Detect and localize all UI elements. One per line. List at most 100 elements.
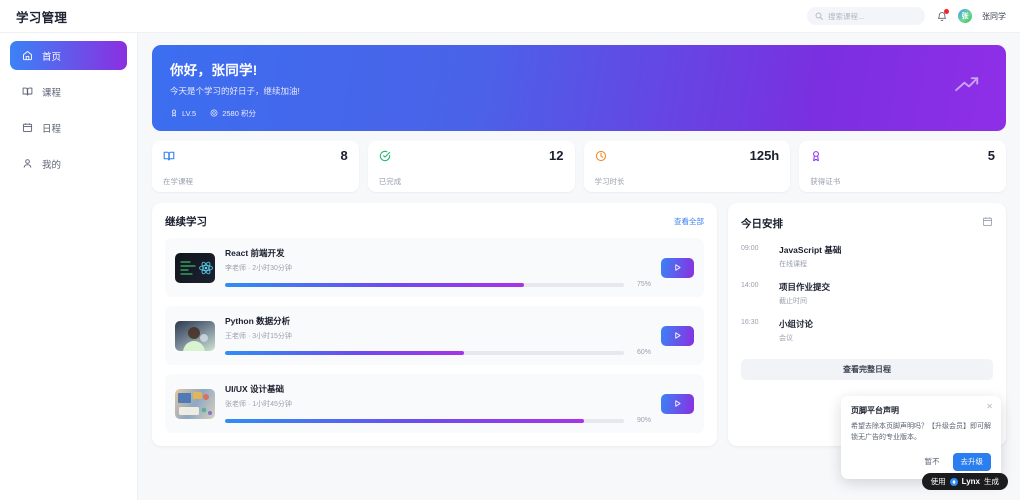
play-button[interactable] xyxy=(661,257,694,278)
content-columns: 继续学习 查看全部 xyxy=(152,203,1006,446)
play-icon xyxy=(673,395,682,413)
section-title: 继续学习 xyxy=(165,216,207,228)
progress-bar-track xyxy=(225,418,624,423)
welcome-subtitle: 今天是个学习的好日子，继续加油! xyxy=(170,86,300,96)
stat-card-completed: 12 已完成 xyxy=(367,141,575,192)
schedule-subtitle: 在线课程 xyxy=(779,261,807,268)
course-progress: 90% xyxy=(225,417,651,424)
code-editor-thumb xyxy=(175,252,215,283)
bell-icon xyxy=(937,11,946,21)
sidebar-item-schedule[interactable]: 日程 xyxy=(10,113,127,142)
course-name: UI/UX 设计基础 xyxy=(225,384,285,394)
footer-notice-popup: 页脚平台声明 ✕ 希望去除本页脚声明吗？【升级会员】即可解锁无广告的专业版本。 … xyxy=(841,396,1001,479)
course-meta: 王老师 · 3小时15分钟 xyxy=(225,333,292,340)
app-body: 首页 课程 日程 xyxy=(0,33,1020,500)
schedule-text: 小组讨论 会议 xyxy=(779,318,813,343)
stat-value: 12 xyxy=(549,148,564,163)
course-meta: 张老师 · 1小时45分钟 xyxy=(225,401,292,408)
medal-icon xyxy=(170,109,178,119)
stat-value: 5 xyxy=(987,148,995,163)
schedule-header: 今日安排 xyxy=(741,214,993,232)
stat-label: 获得证书 xyxy=(810,177,841,186)
progress-label: 60% xyxy=(636,349,651,356)
schedule-name: 小组讨论 xyxy=(779,319,814,329)
schedule-item[interactable]: 16:30 小组讨论 会议 xyxy=(741,318,993,343)
play-button[interactable] xyxy=(661,325,694,346)
stat-card-study-time: 125h 学习时长 xyxy=(583,141,791,192)
sidebar-item-courses[interactable]: 课程 xyxy=(10,77,127,106)
close-icon[interactable]: ✕ xyxy=(986,402,993,411)
course-row[interactable]: React 前端开发 李老师 · 2小时30分钟 75% xyxy=(165,238,704,297)
schedule-subtitle: 会议 xyxy=(779,335,793,342)
popup-body: 希望去除本页脚声明吗？【升级会员】即可解锁无广告的专业版本。 xyxy=(851,423,991,441)
progress-bar-track xyxy=(225,350,624,355)
lynx-diamond-icon xyxy=(949,477,958,486)
stat-label: 在学课程 xyxy=(163,177,193,186)
progress-bar-fill xyxy=(225,350,465,355)
top-bar: 学习管理 搜索课程... 张 张同学 xyxy=(0,0,1020,33)
calendar-icon[interactable] xyxy=(982,214,993,232)
lynx-suffix: 生成 xyxy=(984,477,999,486)
top-bar-right: 搜索课程... 张 张同学 xyxy=(807,7,1006,25)
sidebar-item-home[interactable]: 首页 xyxy=(10,41,127,70)
avatar[interactable]: 张 xyxy=(958,9,972,23)
search-icon xyxy=(815,7,823,25)
view-full-schedule-button[interactable]: 查看完整日程 xyxy=(741,359,993,380)
course-progress: 75% xyxy=(225,281,651,288)
main-content: 你好，张同学! 今天是个学习的好日子，继续加油! LV.5 xyxy=(138,33,1020,500)
progress-label: 75% xyxy=(636,281,651,288)
home-icon xyxy=(21,50,33,62)
popup-actions: 暂不 去升级 xyxy=(851,452,991,471)
sidebar: 首页 课程 日程 xyxy=(0,33,138,500)
course-meta: 李老师 · 2小时30分钟 xyxy=(225,265,292,272)
continue-learning-header: 继续学习 查看全部 xyxy=(165,214,704,229)
dismiss-button[interactable]: 暂不 xyxy=(924,457,940,467)
progress-label: 90% xyxy=(636,417,651,424)
stat-label: 已完成 xyxy=(378,177,402,186)
coin-icon xyxy=(210,109,218,119)
search-input[interactable]: 搜索课程... xyxy=(807,7,925,25)
play-button[interactable] xyxy=(661,393,694,414)
schedule-item[interactable]: 14:00 项目作业提交 截止时间 xyxy=(741,281,993,306)
progress-bar-track xyxy=(225,282,624,287)
course-row[interactable]: UI/UX 设计基础 张老师 · 1小时45分钟 90% xyxy=(165,374,704,433)
sidebar-item-profile[interactable]: 我的 xyxy=(10,149,127,178)
person-photo-thumb xyxy=(175,320,215,351)
play-icon xyxy=(673,327,682,345)
user-name[interactable]: 张同学 xyxy=(982,11,1006,21)
play-icon xyxy=(673,259,682,277)
app-title: 学习管理 xyxy=(16,10,68,25)
schedule-item[interactable]: 09:00 JavaScript 基础 在线课程 xyxy=(741,244,993,269)
welcome-meta: LV.5 2580 积分 xyxy=(170,108,988,119)
course-info: React 前端开发 李老师 · 2小时30分钟 75% xyxy=(225,247,651,288)
welcome-greeting: 你好，张同学! xyxy=(170,63,258,78)
notification-button[interactable] xyxy=(935,8,949,24)
notification-badge-dot xyxy=(944,8,949,14)
award-icon xyxy=(810,149,822,167)
popup-title: 页脚平台声明 xyxy=(851,406,899,415)
schedule-text: 项目作业提交 截止时间 xyxy=(779,281,830,306)
progress-bar-fill xyxy=(225,418,585,423)
course-row[interactable]: Python 数据分析 王老师 · 3小时15分钟 60% xyxy=(165,306,704,365)
stat-value: 125h xyxy=(749,148,780,163)
check-circle-icon xyxy=(379,149,391,167)
view-all-link[interactable]: 查看全部 xyxy=(674,217,704,226)
sidebar-item-label: 日程 xyxy=(42,123,62,135)
level-chip: LV.5 xyxy=(170,109,196,119)
calendar-icon xyxy=(21,122,33,134)
lynx-generated-badge[interactable]: 使用 Lynx 生成 xyxy=(921,473,1008,490)
course-name: Python 数据分析 xyxy=(225,316,291,326)
schedule-name: JavaScript 基础 xyxy=(779,245,842,255)
schedule-time: 14:00 xyxy=(741,282,759,289)
upgrade-button[interactable]: 去升级 xyxy=(952,452,991,471)
book-icon xyxy=(21,86,33,98)
level-label: LV.5 xyxy=(182,109,197,118)
sidebar-item-label: 首页 xyxy=(42,51,62,63)
schedule-name: 项目作业提交 xyxy=(779,282,831,292)
course-info: UI/UX 设计基础 张老师 · 1小时45分钟 90% xyxy=(225,383,651,424)
sidebar-item-label: 我的 xyxy=(42,159,62,171)
sidebar-item-label: 课程 xyxy=(42,87,62,99)
course-info: Python 数据分析 王老师 · 3小时15分钟 60% xyxy=(225,315,651,356)
user-icon xyxy=(21,158,33,170)
